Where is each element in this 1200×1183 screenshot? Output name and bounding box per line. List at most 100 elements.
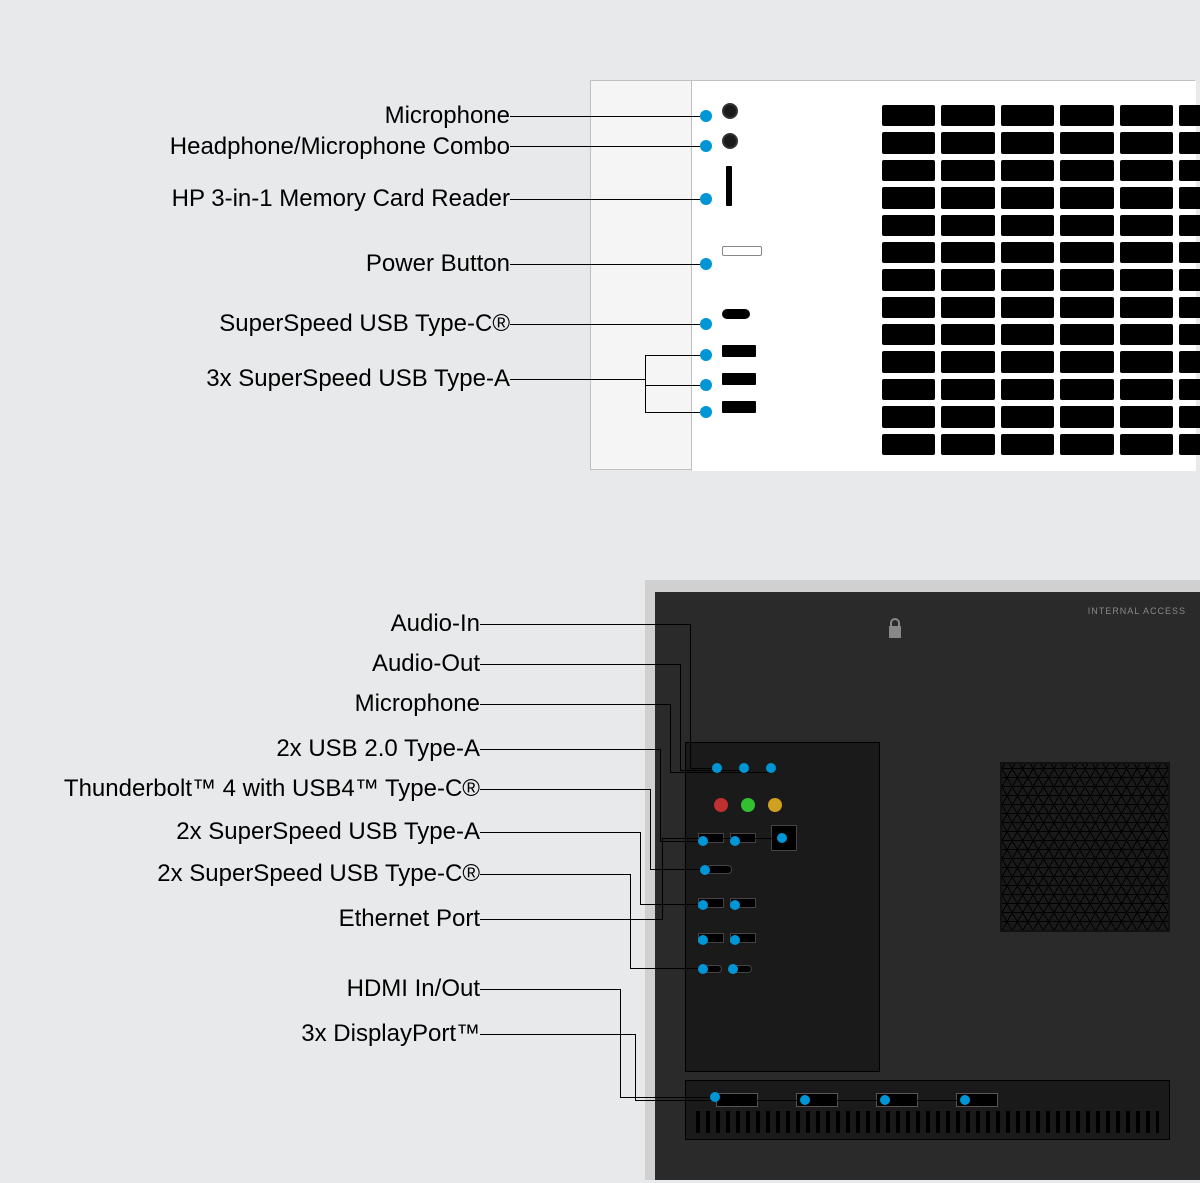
callout-dot-icon — [710, 1092, 720, 1102]
leader-line — [662, 838, 780, 839]
usbc-port-icon — [722, 309, 750, 319]
leader-line — [480, 989, 620, 990]
leader-line — [650, 789, 651, 869]
callout-dot-icon — [698, 964, 708, 974]
callout-dot-icon — [739, 763, 749, 773]
leader-line — [640, 904, 700, 905]
leader-line — [620, 1097, 712, 1098]
label-usb20: 2x USB 2.0 Type-A — [276, 735, 480, 763]
label-card-reader: HP 3-in-1 Memory Card Reader — [172, 185, 510, 213]
leader-line — [480, 919, 662, 920]
rear-panel: INTERNAL ACCESS — [645, 580, 1200, 1180]
callout-dot-icon — [700, 406, 712, 418]
gpu-vent-icon — [696, 1111, 1159, 1133]
leader-line — [680, 664, 681, 770]
label-ethernet: Ethernet Port — [339, 905, 480, 933]
leader-line — [510, 324, 700, 325]
label-displayport: 3x DisplayPort™ — [301, 1020, 480, 1048]
callout-dot-icon — [728, 964, 738, 974]
leader-line — [660, 841, 700, 842]
label-microphone: Microphone — [385, 102, 510, 130]
card-reader-icon — [726, 166, 732, 206]
callout-dot-icon — [712, 763, 722, 773]
audio-jack-green-icon — [741, 798, 755, 812]
callout-dot-icon — [730, 836, 740, 846]
label-ss-usbc: 2x SuperSpeed USB Type-C® — [157, 860, 480, 888]
front-panel-face — [691, 81, 1196, 471]
callout-dot-icon — [960, 1095, 970, 1105]
leader-line — [480, 1034, 635, 1035]
leader-line — [670, 704, 671, 772]
leader-line — [640, 832, 641, 904]
padlock-icon — [885, 616, 905, 640]
leader-line — [690, 624, 691, 768]
usba-port-icon — [722, 345, 756, 357]
leader-line — [645, 355, 646, 412]
callout-dot-icon — [700, 865, 710, 875]
label-headphone-combo: Headphone/Microphone Combo — [170, 133, 510, 161]
leader-line — [630, 874, 631, 968]
callout-dot-icon — [777, 833, 787, 843]
callout-dot-icon — [700, 110, 712, 122]
label-usba-3x: 3x SuperSpeed USB Type-A — [206, 365, 510, 393]
callout-dot-icon — [800, 1095, 810, 1105]
leader-line — [510, 379, 645, 380]
callout-dot-icon — [700, 379, 712, 391]
label-audio-out: Audio-Out — [372, 650, 480, 678]
rear-panel-face: INTERNAL ACCESS — [655, 592, 1200, 1180]
audio-jack-red-icon — [714, 798, 728, 812]
fan-vent-icon — [1000, 762, 1170, 932]
leader-line — [480, 874, 630, 875]
leader-line — [630, 968, 702, 969]
label-hdmi: HDMI In/Out — [347, 975, 480, 1003]
internal-access-label: INTERNAL ACCESS — [1088, 606, 1186, 616]
power-button-icon — [722, 246, 762, 256]
leader-line — [510, 116, 700, 117]
leader-line — [645, 412, 700, 413]
leader-line — [650, 869, 702, 870]
leader-line — [660, 749, 661, 841]
gpu-bracket — [685, 1080, 1170, 1140]
rear-io-panel — [685, 742, 880, 1072]
leader-line — [662, 838, 663, 920]
callout-dot-icon — [766, 763, 776, 773]
leader-line — [480, 664, 680, 665]
leader-line — [480, 789, 650, 790]
usba-port-icon — [722, 373, 756, 385]
callout-dot-icon — [700, 258, 712, 270]
callout-dot-icon — [698, 836, 708, 846]
leader-line — [510, 146, 700, 147]
callout-dot-icon — [698, 900, 708, 910]
label-ss-usba: 2x SuperSpeed USB Type-A — [176, 818, 480, 846]
callout-dot-icon — [730, 900, 740, 910]
leader-line — [620, 989, 621, 1097]
leader-line — [480, 624, 690, 625]
leader-line — [645, 355, 700, 356]
callout-dot-icon — [700, 318, 712, 330]
combo-jack-icon — [722, 133, 738, 149]
leader-line — [510, 264, 700, 265]
audio-jack-yellow-icon — [768, 798, 782, 812]
callout-dot-icon — [880, 1095, 890, 1105]
mic-jack-icon — [722, 103, 738, 119]
label-rear-mic: Microphone — [355, 690, 480, 718]
callout-dot-icon — [700, 193, 712, 205]
leader-line — [480, 832, 640, 833]
callout-dot-icon — [730, 935, 740, 945]
leader-line — [480, 749, 660, 750]
leader-line — [670, 772, 770, 773]
leader-line — [680, 770, 742, 771]
label-audio-in: Audio-In — [391, 610, 480, 638]
label-usbc: SuperSpeed USB Type-C® — [219, 310, 510, 338]
callout-dot-icon — [700, 349, 712, 361]
label-thunderbolt: Thunderbolt™ 4 with USB4™ Type-C® — [64, 775, 480, 803]
label-power-button: Power Button — [366, 250, 510, 278]
usba-port-icon — [722, 401, 756, 413]
leader-line — [645, 385, 700, 386]
leader-line — [480, 704, 670, 705]
leader-line — [635, 1034, 636, 1100]
callout-dot-icon — [700, 140, 712, 152]
callout-dot-icon — [698, 935, 708, 945]
leader-line — [510, 199, 700, 200]
front-vent-grid — [882, 105, 1200, 455]
